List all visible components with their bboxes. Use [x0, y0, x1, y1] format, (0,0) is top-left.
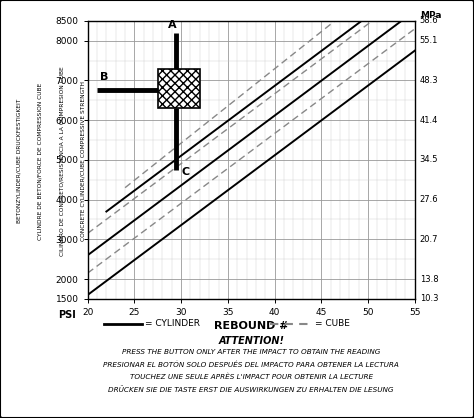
Text: C: C [181, 167, 189, 177]
Text: CYLINDRE DE BETON/FORCE DE COMPRESSION CUBE: CYLINDRE DE BETON/FORCE DE COMPRESSION C… [38, 82, 43, 240]
Text: 34.5: 34.5 [419, 155, 438, 164]
Text: CILINDRO DE CONCRETO/RESISTENCIA A LA COMPRESION CUBE: CILINDRO DE CONCRETO/RESISTENCIA A LA CO… [59, 66, 64, 256]
Text: A: A [168, 20, 177, 30]
X-axis label: REBOUND #: REBOUND # [214, 321, 289, 331]
Text: 27.6: 27.6 [419, 195, 438, 204]
Text: = CUBE: = CUBE [315, 319, 350, 329]
Text: 48.3: 48.3 [419, 76, 438, 85]
Text: BETONZYLINDER/CUBE DRUCKFESTIGKEIT: BETONZYLINDER/CUBE DRUCKFESTIGKEIT [17, 99, 21, 223]
Text: 20.7: 20.7 [419, 235, 438, 244]
Bar [158, 69, 200, 108]
Text: 13.8: 13.8 [419, 275, 438, 283]
Text: 58.6: 58.6 [419, 16, 438, 25]
Text: CONCRETE CYLINDER/CUBE COMPRESSIVE STRENGTH: CONCRETE CYLINDER/CUBE COMPRESSIVE STREN… [81, 81, 85, 241]
Text: PSI: PSI [58, 310, 76, 320]
Text: PRESIONAR EL BOTÓN SOLO DESPUÉS DEL IMPACTO PARA OBTENER LA LECTURA: PRESIONAR EL BOTÓN SOLO DESPUÉS DEL IMPA… [103, 361, 399, 368]
Text: MPa: MPa [419, 10, 441, 20]
Text: 41.4: 41.4 [419, 116, 438, 125]
Text: PRESS THE BUTTON ONLY AFTER THE IMPACT TO OBTAIN THE READING: PRESS THE BUTTON ONLY AFTER THE IMPACT T… [122, 349, 381, 355]
Text: B: B [100, 72, 108, 82]
Text: ATTENTION!: ATTENTION! [218, 336, 284, 346]
Text: 55.1: 55.1 [419, 36, 438, 45]
Text: 10.3: 10.3 [419, 294, 438, 303]
Text: = CYLINDER: = CYLINDER [145, 319, 200, 329]
Text: DRÜCKEN SIE DIE TASTE ERST DIE AUSWIRKUNGEN ZU ERHALTEN DIE LESUNG: DRÜCKEN SIE DIE TASTE ERST DIE AUSWIRKUN… [109, 386, 394, 393]
Text: TOUCHEZ UNE SEULE APRÈS L'IMPACT POUR OBTENIR LA LECTURE: TOUCHEZ UNE SEULE APRÈS L'IMPACT POUR OB… [130, 374, 373, 380]
